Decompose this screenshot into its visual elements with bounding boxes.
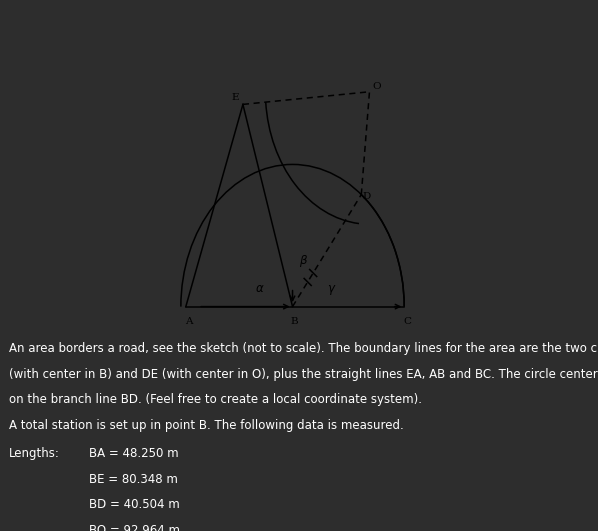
Text: BO = 92.964 m: BO = 92.964 m xyxy=(89,524,179,531)
Text: D: D xyxy=(362,192,371,201)
Text: BE = 80.348 m: BE = 80.348 m xyxy=(89,473,178,485)
Text: $\alpha$: $\alpha$ xyxy=(255,282,265,295)
Text: Lengths:: Lengths: xyxy=(9,447,60,460)
Text: A total station is set up in point B. The following data is measured.: A total station is set up in point B. Th… xyxy=(9,419,404,432)
Text: O: O xyxy=(372,82,380,91)
Text: E: E xyxy=(232,92,239,101)
Text: C: C xyxy=(403,317,411,326)
Text: BD = 40.504 m: BD = 40.504 m xyxy=(89,498,179,511)
Text: $\gamma$: $\gamma$ xyxy=(327,284,337,297)
Text: BA = 48.250 m: BA = 48.250 m xyxy=(89,447,178,460)
Text: (with center in B) and DE (with center in O), plus the straight lines EA, AB and: (with center in B) and DE (with center i… xyxy=(9,368,598,381)
Text: B: B xyxy=(290,317,298,326)
Text: An area borders a road, see the sketch (not to scale). The boundary lines for th: An area borders a road, see the sketch (… xyxy=(9,342,598,355)
Text: A: A xyxy=(185,317,192,326)
Text: on the branch line BD. (Feel free to create a local coordinate system).: on the branch line BD. (Feel free to cre… xyxy=(9,393,422,406)
Text: $\beta$: $\beta$ xyxy=(299,253,308,269)
